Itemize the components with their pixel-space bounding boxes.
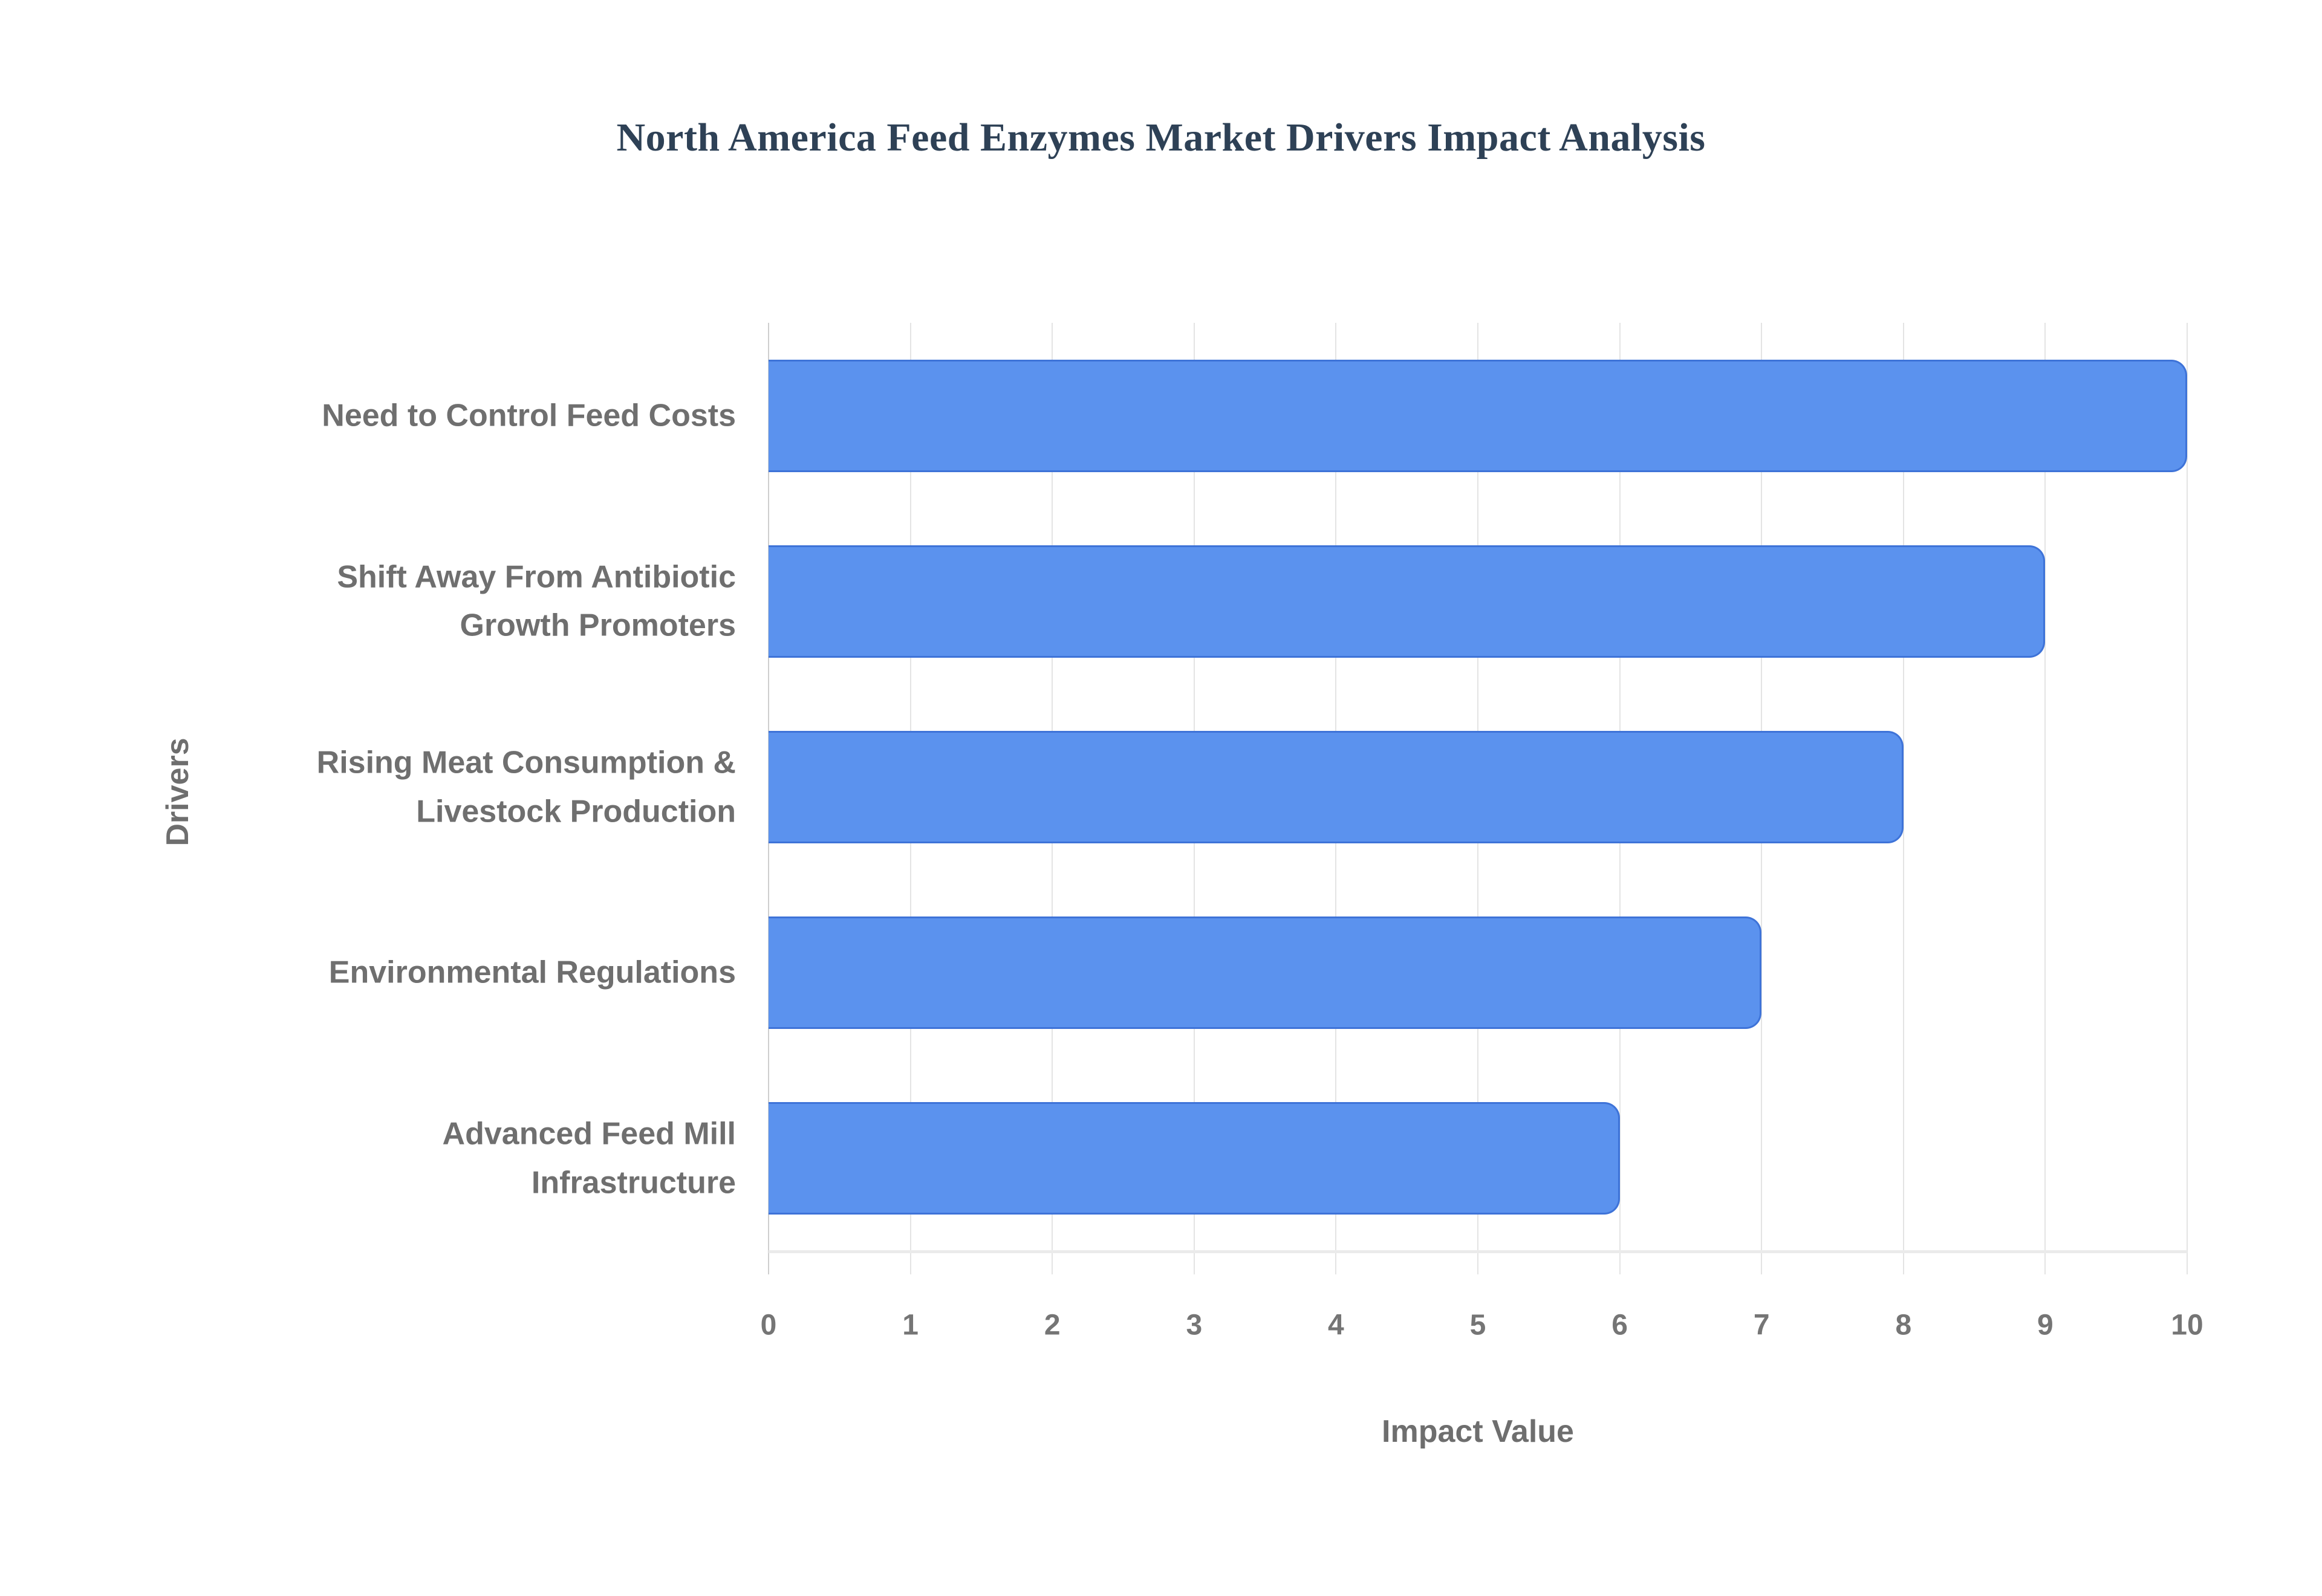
chart-title: North America Feed Enzymes Market Driver… (616, 115, 1706, 160)
x-tick-label: 1 (902, 1309, 919, 1341)
category-label: Advanced Feed Mill Infrastructure (442, 1116, 736, 1201)
y-axis-title: Drivers (160, 738, 195, 846)
bar-4 (769, 916, 1762, 1030)
x-tick-label: 6 (1611, 1309, 1628, 1341)
x-tick-label: 10 (2171, 1309, 2203, 1341)
bar-row (769, 545, 2187, 658)
x-tick-label: 8 (1895, 1309, 1912, 1341)
x-axis-title: Impact Value (1382, 1414, 1574, 1449)
gridline (1902, 323, 1904, 1274)
gridline (2187, 323, 2188, 1274)
bar-row (769, 359, 2187, 472)
bar-2 (769, 545, 2046, 658)
plot-area (768, 323, 2188, 1274)
x-axis-line (769, 1250, 2187, 1253)
category-label: Environmental Regulations (328, 955, 736, 990)
x-tick-label: 9 (2037, 1309, 2054, 1341)
category-label: Rising Meat Consumption & Livestock Prod… (316, 745, 736, 829)
bar-3 (769, 731, 1904, 843)
bar-5 (769, 1102, 1620, 1215)
bar-row (769, 916, 2187, 1030)
bar-row (769, 731, 2187, 843)
x-tick-label: 7 (1753, 1309, 1770, 1341)
x-tick-label: 3 (1186, 1309, 1203, 1341)
x-tick-label: 0 (760, 1309, 777, 1341)
gridline (2044, 323, 2046, 1274)
x-tick-label: 5 (1469, 1309, 1486, 1341)
category-label: Shift Away From Antibiotic Growth Promot… (337, 559, 736, 643)
category-labels: Need to Control Feed Costs Shift Away Fro… (230, 323, 736, 1251)
x-tick-label: 4 (1328, 1309, 1344, 1341)
category-label: Need to Control Feed Costs (322, 398, 736, 433)
x-tick-label: 2 (1044, 1309, 1061, 1341)
bar-row (769, 1102, 2187, 1215)
bar-1 (769, 359, 2187, 472)
